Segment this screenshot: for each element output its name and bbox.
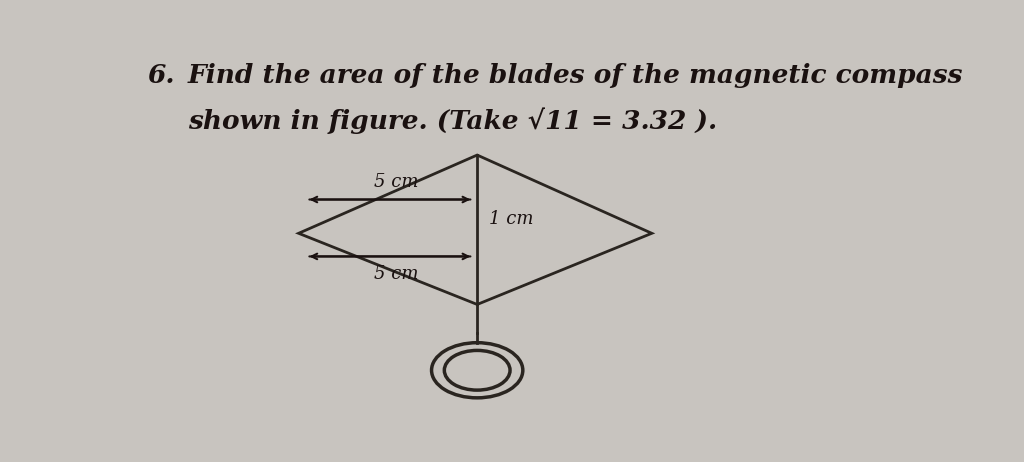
Text: 5 cm: 5 cm — [374, 265, 418, 283]
Text: shown in figure. (Take √11 = 3.32 ).: shown in figure. (Take √11 = 3.32 ). — [187, 107, 717, 134]
Text: 6.: 6. — [147, 62, 175, 88]
Text: Find the area of the blades of the magnetic compass: Find the area of the blades of the magne… — [187, 62, 963, 88]
Text: 5 cm: 5 cm — [374, 173, 418, 191]
Text: 1 cm: 1 cm — [489, 210, 534, 228]
